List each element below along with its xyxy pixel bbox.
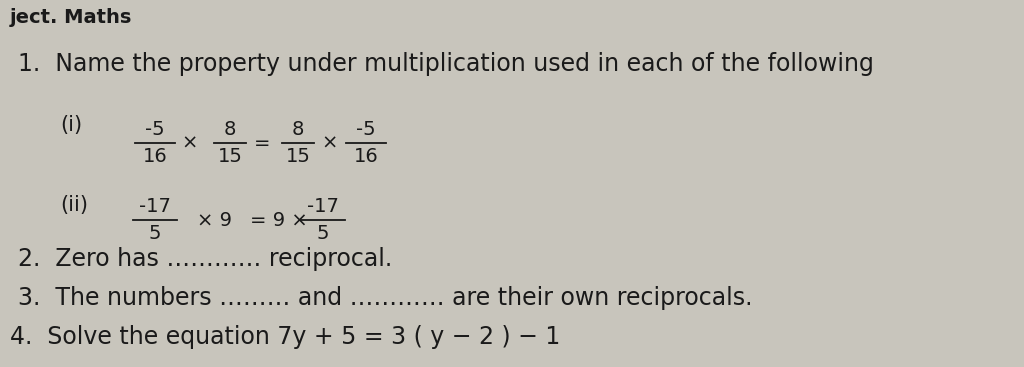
Text: 16: 16 (142, 147, 167, 166)
Text: 16: 16 (353, 147, 379, 166)
Text: -17: -17 (139, 197, 171, 216)
Text: 8: 8 (292, 120, 304, 139)
Text: 3.  The numbers ……… and ………… are their own reciprocals.: 3. The numbers ……… and ………… are their ow… (18, 286, 753, 310)
Text: 15: 15 (217, 147, 243, 166)
Text: ×: × (322, 134, 338, 153)
Text: 1.  Name the property under multiplication used in each of the following: 1. Name the property under multiplicatio… (18, 52, 873, 76)
Text: 8: 8 (224, 120, 237, 139)
Text: 15: 15 (286, 147, 310, 166)
Text: ×: × (182, 134, 199, 153)
Text: 4.  Solve the equation 7y + 5 = 3 ( y − 2 ) − 1: 4. Solve the equation 7y + 5 = 3 ( y − 2… (10, 325, 560, 349)
Text: -5: -5 (145, 120, 165, 139)
Text: 5: 5 (316, 224, 330, 243)
Text: (ii): (ii) (60, 195, 88, 215)
Text: × 9: × 9 (197, 211, 232, 229)
Text: (i): (i) (60, 115, 82, 135)
Text: =: = (254, 134, 270, 153)
Text: ject. Maths: ject. Maths (10, 8, 132, 27)
Text: 2.  Zero has ………… reciprocal.: 2. Zero has ………… reciprocal. (18, 247, 392, 271)
Text: -5: -5 (356, 120, 376, 139)
Text: 5: 5 (148, 224, 161, 243)
Text: = 9 ×: = 9 × (250, 211, 308, 229)
Text: -17: -17 (307, 197, 339, 216)
